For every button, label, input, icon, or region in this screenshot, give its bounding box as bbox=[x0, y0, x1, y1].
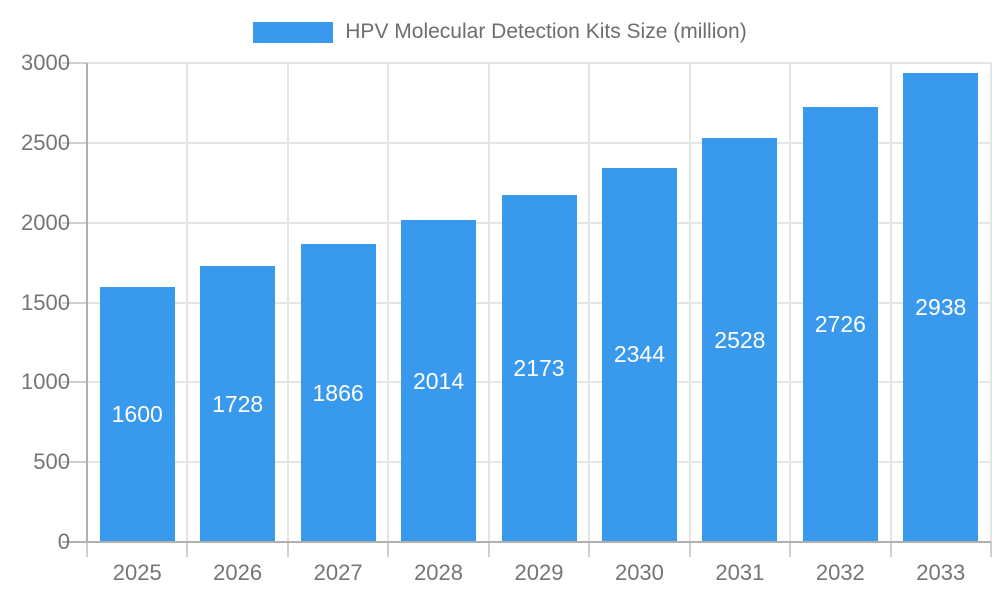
plot-area: 1600 1728 1866 2014 2173 2344 2528 2726 2938 bbox=[62, 62, 992, 557]
v-gridline bbox=[889, 63, 892, 542]
bar[interactable]: 2528 bbox=[702, 138, 778, 542]
y-tick bbox=[62, 62, 87, 64]
x-tick bbox=[387, 542, 390, 557]
v-gridline bbox=[487, 63, 490, 542]
x-axis-label: 2027 bbox=[313, 560, 363, 585]
x-axis-label: 2029 bbox=[514, 560, 564, 585]
bar-value-label: 2014 bbox=[412, 367, 465, 394]
x-tick bbox=[688, 542, 691, 557]
legend-swatch[interactable] bbox=[253, 21, 334, 43]
x-axis-label: 2031 bbox=[715, 560, 765, 585]
y-axis-line bbox=[86, 63, 88, 542]
x-axis-label: 2033 bbox=[916, 560, 966, 585]
bar[interactable]: 2938 bbox=[903, 72, 979, 542]
x-tick bbox=[286, 542, 289, 557]
y-axis-label: 3000 bbox=[21, 50, 70, 75]
bar[interactable]: 2726 bbox=[802, 106, 878, 542]
bar-value-label: 1728 bbox=[212, 390, 264, 417]
y-tick bbox=[62, 221, 87, 224]
bar-value-label: 2938 bbox=[915, 293, 967, 320]
x-tick bbox=[86, 542, 88, 557]
bar[interactable]: 2344 bbox=[601, 167, 677, 542]
x-tick bbox=[889, 542, 892, 557]
x-tick bbox=[588, 542, 591, 557]
x-tick bbox=[487, 542, 490, 557]
bar[interactable]: 1866 bbox=[300, 244, 376, 542]
bar-value-label: 1600 bbox=[111, 400, 163, 427]
x-axis-label: 2028 bbox=[414, 560, 464, 585]
v-gridline bbox=[286, 63, 289, 542]
x-axis-line bbox=[62, 541, 991, 543]
y-tick bbox=[62, 381, 87, 384]
bar[interactable]: 2014 bbox=[401, 220, 477, 542]
v-gridline bbox=[588, 63, 591, 542]
y-tick bbox=[62, 461, 87, 464]
bar-value-label: 2344 bbox=[613, 341, 666, 368]
y-tick bbox=[62, 301, 87, 304]
bar-value-label: 2173 bbox=[513, 355, 565, 382]
x-tick bbox=[186, 542, 189, 557]
x-axis-label: 2032 bbox=[815, 560, 865, 585]
v-gridline bbox=[688, 63, 691, 542]
v-gridline bbox=[186, 63, 189, 542]
bar-value-label: 2528 bbox=[714, 326, 766, 353]
chart-legend[interactable]: HPV Molecular Detection Kits Size (milli… bbox=[0, 18, 1000, 46]
y-tick bbox=[62, 141, 87, 144]
x-axis-label: 2025 bbox=[112, 560, 162, 585]
bar-value-label: 1866 bbox=[312, 379, 364, 406]
bar[interactable]: 1728 bbox=[200, 266, 276, 542]
bar[interactable]: 1600 bbox=[99, 286, 175, 542]
v-gridline bbox=[789, 63, 792, 542]
v-gridline bbox=[387, 63, 390, 542]
x-axis-label: 2030 bbox=[614, 560, 664, 585]
x-tick bbox=[789, 542, 792, 557]
bar[interactable]: 2173 bbox=[501, 195, 577, 542]
x-axis-label: 2026 bbox=[213, 560, 263, 585]
h-gridline bbox=[87, 141, 991, 144]
y-axis-label: 1500 bbox=[21, 289, 70, 315]
x-tick bbox=[990, 542, 992, 557]
y-axis-label: 500 bbox=[33, 449, 70, 475]
y-axis-label: 0 bbox=[57, 529, 70, 554]
legend-label: HPV Molecular Detection Kits Size (milli… bbox=[345, 20, 747, 43]
y-axis-label: 1000 bbox=[21, 369, 70, 395]
h-gridline bbox=[87, 62, 991, 64]
y-axis-label: 2000 bbox=[21, 209, 70, 235]
bar-value-label: 2726 bbox=[814, 310, 866, 337]
y-axis-label: 2500 bbox=[21, 129, 70, 155]
v-gridline bbox=[990, 63, 992, 542]
